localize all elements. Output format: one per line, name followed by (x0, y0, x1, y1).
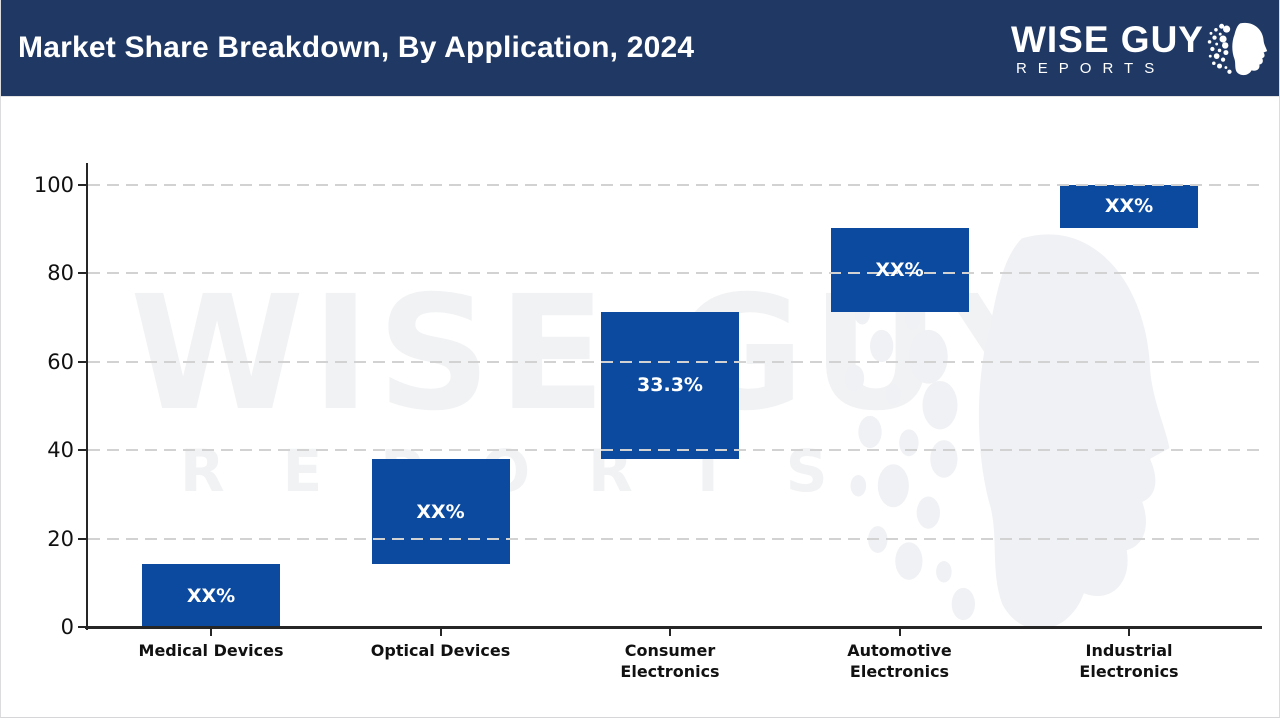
y-tick-mark (78, 360, 86, 363)
x-tick-mark (439, 629, 442, 636)
y-tick-mark (78, 449, 86, 452)
gridline-y-20 (88, 537, 1262, 540)
plot-area: WISE GUY REPORTS 0 20 40 60 80 100 XX% Medical … (0, 97, 1280, 697)
x-tick-mark (669, 629, 671, 636)
bar-value-label: XX% (875, 258, 924, 281)
x-category-label: Automotive Electronics (847, 641, 952, 682)
gridline-y-100 (88, 184, 1262, 186)
bar-consumer-electronics (601, 311, 739, 460)
x-category-label: Medical Devices (138, 641, 284, 660)
bar-value-label: XX% (1104, 195, 1154, 218)
brand-head-icon (1207, 22, 1268, 76)
bar-value-label: XX% (416, 500, 465, 523)
y-tick-mark (78, 272, 86, 275)
y-tick-label: 0 (60, 615, 74, 639)
x-category-label: Industrial Electronics (1079, 641, 1179, 682)
bar-value-label: 33.3% (637, 374, 703, 397)
bar-medical-devices (142, 564, 280, 627)
page-title: Market Share Breakdown, By Application, … (18, 31, 695, 64)
header-bar: Market Share Breakdown, By Application, … (0, 0, 1280, 97)
gridline-y-60 (88, 360, 1262, 363)
y-tick-label: 80 (47, 261, 74, 286)
y-axis-line (86, 163, 88, 630)
gridline-y-80 (88, 272, 1262, 275)
y-tick-mark (78, 537, 86, 540)
watermark-subtext: REPORTS (180, 437, 886, 505)
x-tick-mark (898, 629, 901, 636)
x-tick-mark (210, 629, 212, 636)
x-category-label: Consumer Electronics (620, 641, 720, 682)
x-axis-line (85, 626, 1262, 629)
brand-logo-text: WISE GUY REPORTS (1010, 19, 1204, 77)
x-tick-mark (1128, 629, 1130, 636)
y-tick-mark (78, 184, 86, 186)
brand-name: WISE GUY (1010, 19, 1204, 61)
y-tick-mark (78, 626, 86, 628)
bar-optical-devices (371, 459, 510, 565)
y-tick-label: 40 (47, 438, 74, 463)
y-tick-label: 20 (47, 526, 74, 551)
bar-industrial-electronics (1060, 185, 1198, 228)
y-tick-label: 100 (33, 173, 74, 197)
gridline-y-40 (88, 449, 1262, 452)
bar-value-label: XX% (186, 584, 236, 607)
x-category-label: Optical Devices (370, 641, 511, 660)
bar-automotive-electronics (830, 227, 969, 312)
brand-subtitle: REPORTS (1015, 59, 1166, 77)
y-tick-label: 60 (47, 349, 74, 374)
brand-logo: WISE GUY REPORTS (1011, 6, 1270, 92)
